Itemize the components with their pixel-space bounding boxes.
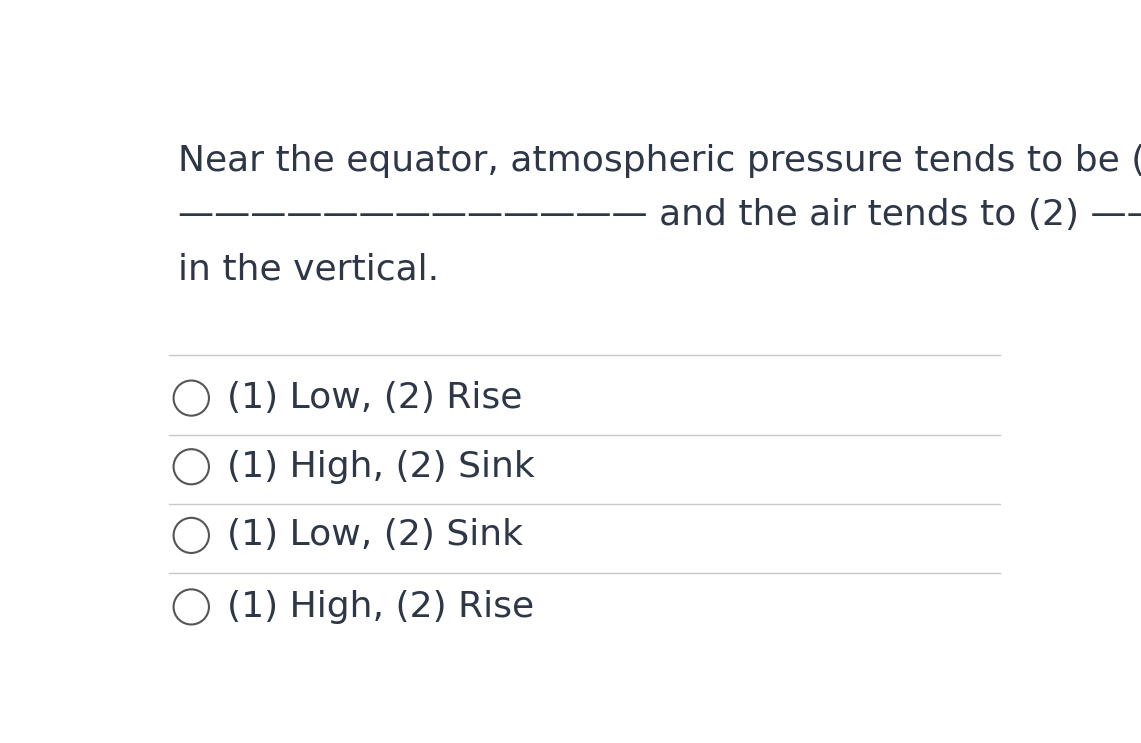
Text: (1) High, (2) Rise: (1) High, (2) Rise xyxy=(227,590,534,624)
Text: Near the equator, atmospheric pressure tends to be (1): Near the equator, atmospheric pressure t… xyxy=(178,143,1141,178)
Text: (1) Low, (2) Sink: (1) Low, (2) Sink xyxy=(227,519,523,552)
Text: ————————————— and the air tends to (2) —————————————————: ————————————— and the air tends to (2) —… xyxy=(178,198,1141,232)
Text: (1) High, (2) Sink: (1) High, (2) Sink xyxy=(227,450,534,484)
Text: (1) Low, (2) Rise: (1) Low, (2) Rise xyxy=(227,381,521,415)
Text: in the vertical.: in the vertical. xyxy=(178,252,439,286)
